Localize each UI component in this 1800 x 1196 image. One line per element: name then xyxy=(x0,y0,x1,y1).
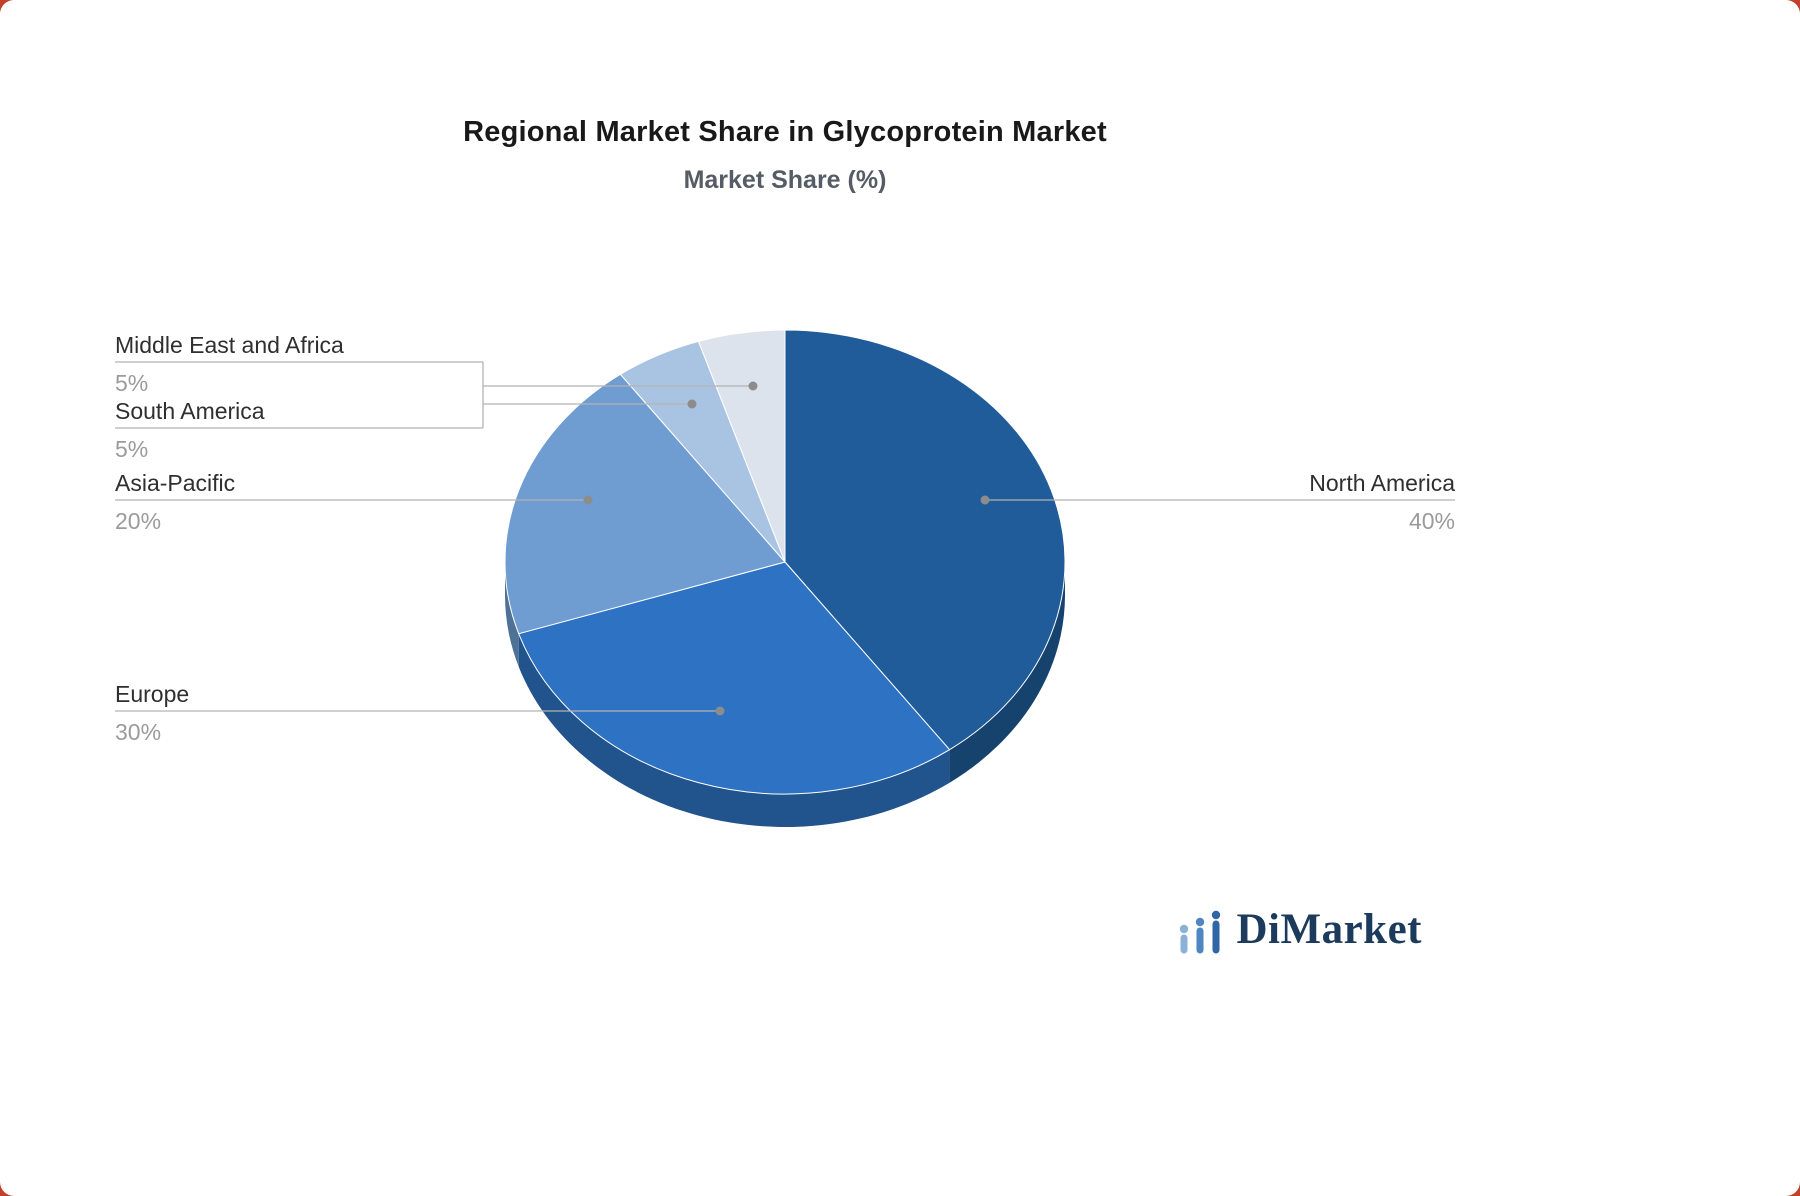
slice-label-value: 30% xyxy=(115,719,162,745)
slice-label-name: Middle East and Africa xyxy=(115,332,344,358)
pie-slice-asia-pacific[interactable] xyxy=(504,373,786,635)
slice-label-name: North America xyxy=(1309,470,1455,496)
chart-title: Regional Market Share in Glycoprotein Ma… xyxy=(463,116,1107,148)
slice-label-name: Asia-Pacific xyxy=(115,470,236,496)
dimarket-logo: DiMarket xyxy=(1175,903,1423,955)
bar-chart-dots-icon xyxy=(1179,910,1220,954)
slice-label-name: Europe xyxy=(115,681,190,707)
slice-label-value: 40% xyxy=(1408,508,1455,534)
slice-label-value: 5% xyxy=(115,370,149,396)
connector-dots xyxy=(583,381,990,716)
slice-label-middle-east-and-africa: Middle East and Africa 5% xyxy=(115,333,344,395)
chart-subtitle: Market Share (%) xyxy=(683,166,887,194)
slice-label-value: 20% xyxy=(115,508,162,534)
slice-label-south-america: South America 5% xyxy=(115,399,265,461)
pie-side-europe xyxy=(518,633,950,828)
slice-label-north-america: North America 40% xyxy=(1309,471,1455,533)
connector-lines xyxy=(115,361,1455,712)
logo-text: DiMarket xyxy=(1236,905,1422,953)
slice-label-name: South America xyxy=(115,398,265,424)
slice-label-europe: Europe 30% xyxy=(115,682,189,744)
pie-slice-europe[interactable] xyxy=(518,561,951,795)
pie-side-north-america xyxy=(949,562,1065,783)
pie-slice-middle-east-and-africa[interactable] xyxy=(697,329,786,563)
slice-label-value: 5% xyxy=(115,436,149,462)
pie-slice-north-america[interactable] xyxy=(784,329,1066,751)
slice-label-asia-pacific: Asia-Pacific 20% xyxy=(115,471,235,533)
